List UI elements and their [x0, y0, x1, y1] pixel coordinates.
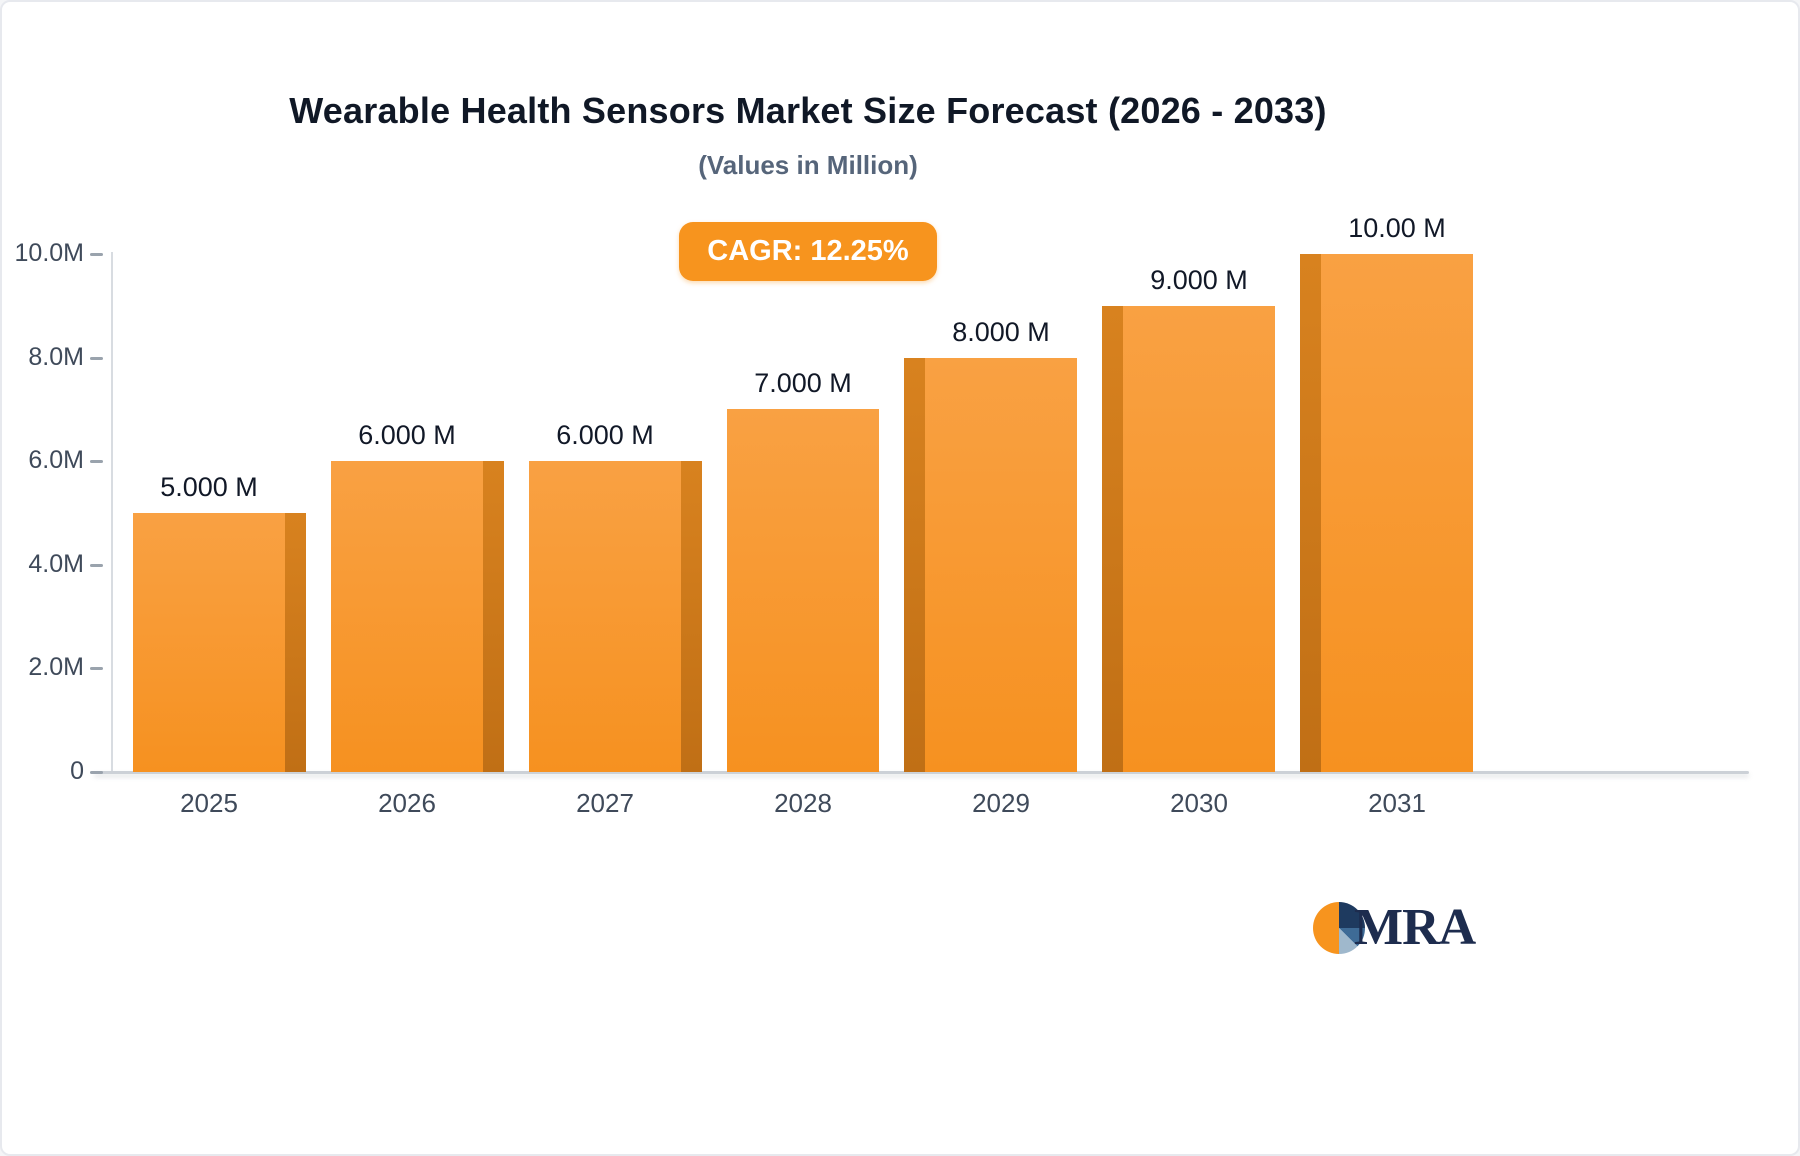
y-axis-label: 8.0M	[28, 342, 84, 371]
bar	[529, 461, 681, 772]
cagr-badge-band: CAGR: 12.25%	[2, 222, 1614, 281]
bar	[1321, 254, 1473, 772]
bar-value-label: 6.000 M	[556, 420, 654, 450]
y-axis: 0 2.0M 4.0M 6.0M 8.0M 10.0M	[2, 239, 112, 785]
bar	[925, 358, 1077, 772]
bar-side-face	[1102, 306, 1123, 772]
mra-pie-icon	[1313, 901, 1365, 954]
y-axis-tick	[90, 771, 103, 774]
y-axis-label: 10.0M	[14, 239, 84, 267]
x-axis-label: 2031	[1368, 788, 1426, 818]
bar-side-face	[1300, 254, 1321, 772]
bar-value-label: 6.000 M	[358, 420, 456, 450]
mra-logo: MRA	[1310, 898, 1476, 957]
chart-subtitle: (Values in Million)	[698, 150, 918, 180]
bar-side-face	[483, 461, 504, 772]
y-axis-label: 0	[70, 757, 84, 785]
bar-side-face	[681, 461, 702, 772]
y-axis-line	[111, 252, 113, 772]
bar-side-face	[904, 358, 925, 772]
bar-value-label: 10.00 M	[1348, 213, 1446, 243]
bar-value-label: 7.000 M	[754, 368, 852, 398]
bar	[727, 409, 879, 772]
x-axis-label: 2028	[774, 788, 832, 818]
mra-logo-text: MRA	[1354, 899, 1476, 956]
y-axis-label: 6.0M	[28, 446, 84, 475]
bar	[1123, 306, 1275, 772]
chart-title: Wearable Health Sensors Market Size Fore…	[289, 90, 1327, 131]
x-axis-label: 2030	[1170, 788, 1228, 818]
cagr-badge: CAGR: 12.25%	[679, 222, 937, 281]
bar-value-label: 9.000 M	[1150, 265, 1248, 295]
y-axis-tick	[90, 563, 103, 567]
x-axis-label: 2029	[972, 788, 1030, 818]
x-axis-label: 2026	[378, 788, 436, 818]
x-axis-baseline	[94, 771, 1749, 774]
y-axis-tick	[90, 356, 103, 360]
bar-value-label: 8.000 M	[952, 317, 1050, 347]
y-axis-tick	[90, 460, 103, 464]
bar	[133, 513, 285, 772]
x-axis-label: 2027	[576, 788, 634, 818]
bar-value-label: 5.000 M	[160, 472, 258, 502]
bar-chart-plot-area: 5.000 M 2025 6.000 M 2026 6.000 M 2027 7.000 M…	[112, 213, 1762, 818]
y-axis-tick	[90, 667, 103, 671]
bar-side-face	[285, 513, 306, 772]
y-axis-tick	[90, 253, 103, 256]
y-axis-label: 4.0M	[28, 549, 84, 578]
y-axis-label: 2.0M	[28, 653, 84, 682]
x-axis-label: 2025	[180, 788, 238, 818]
bar	[331, 461, 483, 772]
